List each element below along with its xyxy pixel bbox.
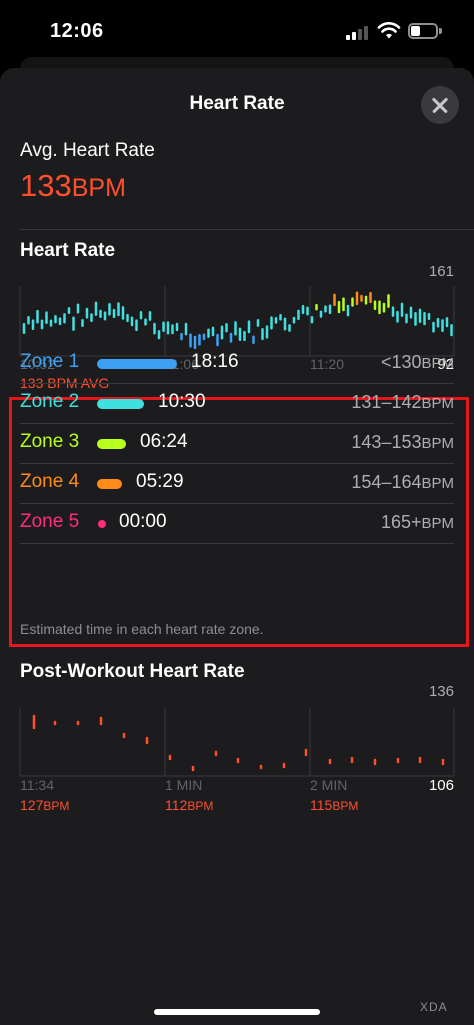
post-chart-y-max: 136 [428, 683, 454, 700]
cellular-signal-icon [346, 24, 372, 40]
zone-name: Zone 4 [20, 471, 80, 492]
status-bar: 12:06 [0, 0, 474, 60]
post-value-2: 112BPM [165, 797, 214, 813]
avg-heart-rate-label: Avg. Heart Rate [20, 140, 155, 161]
heart-rate-chart [19, 286, 455, 357]
battery-icon [408, 23, 442, 39]
post-value-1: 127BPM [20, 797, 70, 813]
zone-range: <130BPM [380, 352, 454, 372]
wifi-icon [377, 22, 401, 39]
hr-chart-y-min: 92 [437, 356, 454, 373]
zone-range: 154–164BPM [351, 472, 454, 492]
zone-row: Zone 4 05:29 154–164BPM [20, 463, 454, 503]
post-x-tick: 2 MIN [310, 777, 348, 793]
zone-row: Zone 1 18:16 <130BPM [20, 343, 454, 383]
zone-divider [20, 463, 454, 464]
zone-bar [97, 479, 122, 489]
hr-x-tick: 11:20 [310, 356, 344, 372]
heart-rate-sheet: Heart Rate Avg. Heart Rate 133BPM Heart … [0, 68, 474, 1025]
post-chart-y-min: 106 [428, 777, 454, 794]
zone-divider [20, 383, 454, 384]
close-button[interactable] [421, 86, 459, 124]
sheet-title: Heart Rate [189, 93, 285, 114]
zone-bar [97, 359, 177, 369]
zone-divider [20, 543, 454, 544]
avg-heart-rate-value: 133BPM [20, 168, 126, 204]
home-indicator[interactable] [154, 1009, 320, 1015]
zone-name: Zone 1 [20, 351, 80, 372]
post-x-tick: 11:34 [20, 777, 54, 793]
post-workout-chart [19, 708, 455, 777]
avg-value-number: 133 [20, 168, 72, 203]
highlight-box [9, 397, 469, 647]
zone-row: Zone 5 00:00 165+BPM [20, 503, 454, 543]
zone-divider [20, 423, 454, 424]
zone-range: 165+BPM [380, 512, 454, 532]
zones-note: Estimated time in each heart rate zone. [20, 621, 264, 637]
post-value-3: 115BPM [310, 797, 359, 813]
heart-rate-chart-title: Heart Rate [20, 240, 116, 261]
zone-range: 131–142BPM [351, 392, 454, 412]
zone-bar [97, 399, 144, 409]
zone-name: Zone 3 [20, 431, 80, 452]
post-x-tick: 1 MIN [165, 777, 203, 793]
status-time: 12:06 [50, 20, 104, 42]
zone-range: 143–153BPM [351, 432, 454, 452]
zone-time: 10:30 [158, 391, 206, 412]
zone-name: Zone 2 [20, 391, 80, 412]
zone-name: Zone 5 [20, 511, 80, 532]
divider [20, 229, 474, 230]
zone-time: 05:29 [136, 471, 184, 492]
zone-divider [20, 503, 454, 504]
zone-bar [97, 439, 126, 449]
zone-row: Zone 2 10:30 131–142BPM [20, 383, 454, 423]
hr-chart-y-max: 161 [428, 263, 454, 280]
post-workout-title: Post-Workout Heart Rate [20, 661, 245, 682]
hr-x-tick: 10:52 [20, 356, 56, 372]
zone-dot [98, 520, 106, 528]
zone-row: Zone 3 06:24 143–153BPM [20, 423, 454, 463]
watermark: XDA [420, 1000, 448, 1014]
zone-time: 18:16 [191, 351, 239, 372]
zone-time: 06:24 [140, 431, 188, 452]
avg-value-unit: BPM [71, 174, 126, 202]
zone-time: 00:00 [119, 511, 167, 532]
